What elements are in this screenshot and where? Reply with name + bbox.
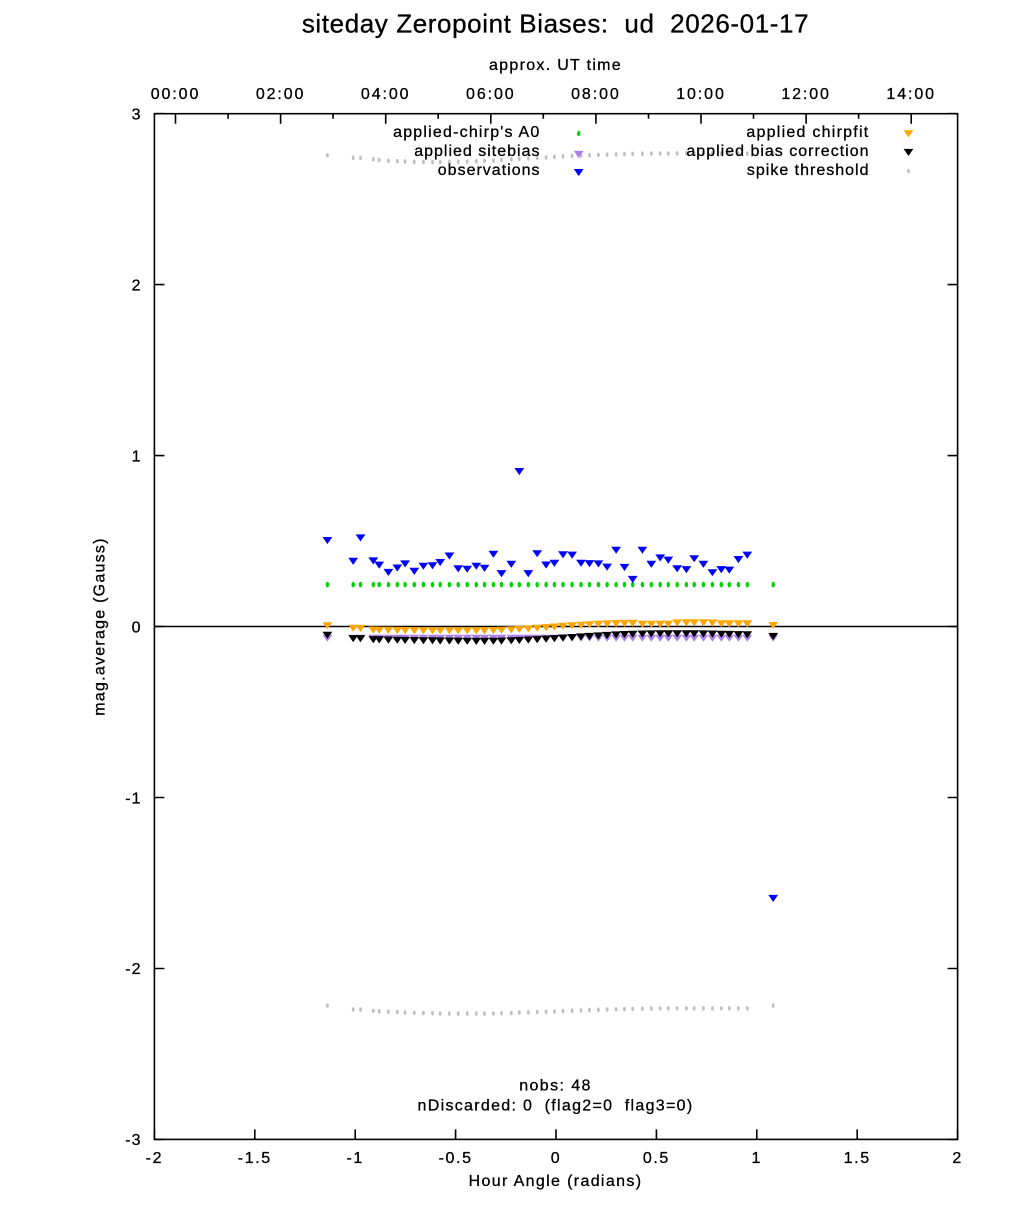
svg-text:-1: -1 bbox=[346, 1150, 363, 1167]
svg-text:nDiscarded: 0 (flag2=0 flag3: nDiscarded: 0 (flag2=0 flag3=0) bbox=[418, 1097, 694, 1114]
svg-text:2: 2 bbox=[952, 1150, 963, 1167]
svg-text:10:00: 10:00 bbox=[676, 86, 726, 103]
svg-text:14:00: 14:00 bbox=[886, 86, 936, 103]
svg-text:1: 1 bbox=[752, 1150, 763, 1167]
svg-text:04:00: 04:00 bbox=[361, 86, 411, 103]
svg-text:applied sitebias: applied sitebias bbox=[414, 143, 540, 160]
svg-text:approx. UT time: approx. UT time bbox=[489, 57, 622, 74]
svg-text:3: 3 bbox=[132, 107, 142, 124]
svg-text:observations: observations bbox=[438, 162, 541, 179]
svg-text:0.5: 0.5 bbox=[643, 1150, 670, 1167]
svg-text:-3: -3 bbox=[125, 1132, 141, 1149]
svg-text:-0.5: -0.5 bbox=[439, 1150, 473, 1167]
svg-text:00:00: 00:00 bbox=[151, 86, 201, 103]
svg-text:siteday Zeropoint Biases: ud: siteday Zeropoint Biases: ud 2026-01-17 bbox=[302, 9, 809, 39]
svg-text:Hour Angle (radians): Hour Angle (radians) bbox=[469, 1173, 643, 1190]
svg-text:1: 1 bbox=[132, 448, 142, 465]
svg-text:applied chirpfit: applied chirpfit bbox=[746, 124, 869, 141]
svg-text:08:00: 08:00 bbox=[571, 86, 621, 103]
svg-text:02:00: 02:00 bbox=[256, 86, 306, 103]
svg-text:-1: -1 bbox=[125, 790, 141, 807]
svg-text:nobs: 48: nobs: 48 bbox=[519, 1077, 592, 1094]
svg-text:mag.average (Gauss): mag.average (Gauss) bbox=[92, 537, 109, 715]
svg-text:-1.5: -1.5 bbox=[238, 1150, 272, 1167]
svg-text:spike threshold: spike threshold bbox=[747, 162, 870, 179]
svg-text:applied-chirp's A0: applied-chirp's A0 bbox=[393, 124, 540, 141]
svg-text:12:00: 12:00 bbox=[781, 86, 831, 103]
svg-text:applied bias correction: applied bias correction bbox=[686, 143, 869, 160]
svg-text:0: 0 bbox=[132, 619, 142, 636]
svg-text:0: 0 bbox=[551, 1150, 562, 1167]
svg-text:-2: -2 bbox=[125, 961, 141, 978]
svg-text:06:00: 06:00 bbox=[466, 86, 516, 103]
svg-text:1.5: 1.5 bbox=[844, 1150, 871, 1167]
svg-text:-2: -2 bbox=[146, 1150, 163, 1167]
svg-text:2: 2 bbox=[132, 277, 142, 294]
